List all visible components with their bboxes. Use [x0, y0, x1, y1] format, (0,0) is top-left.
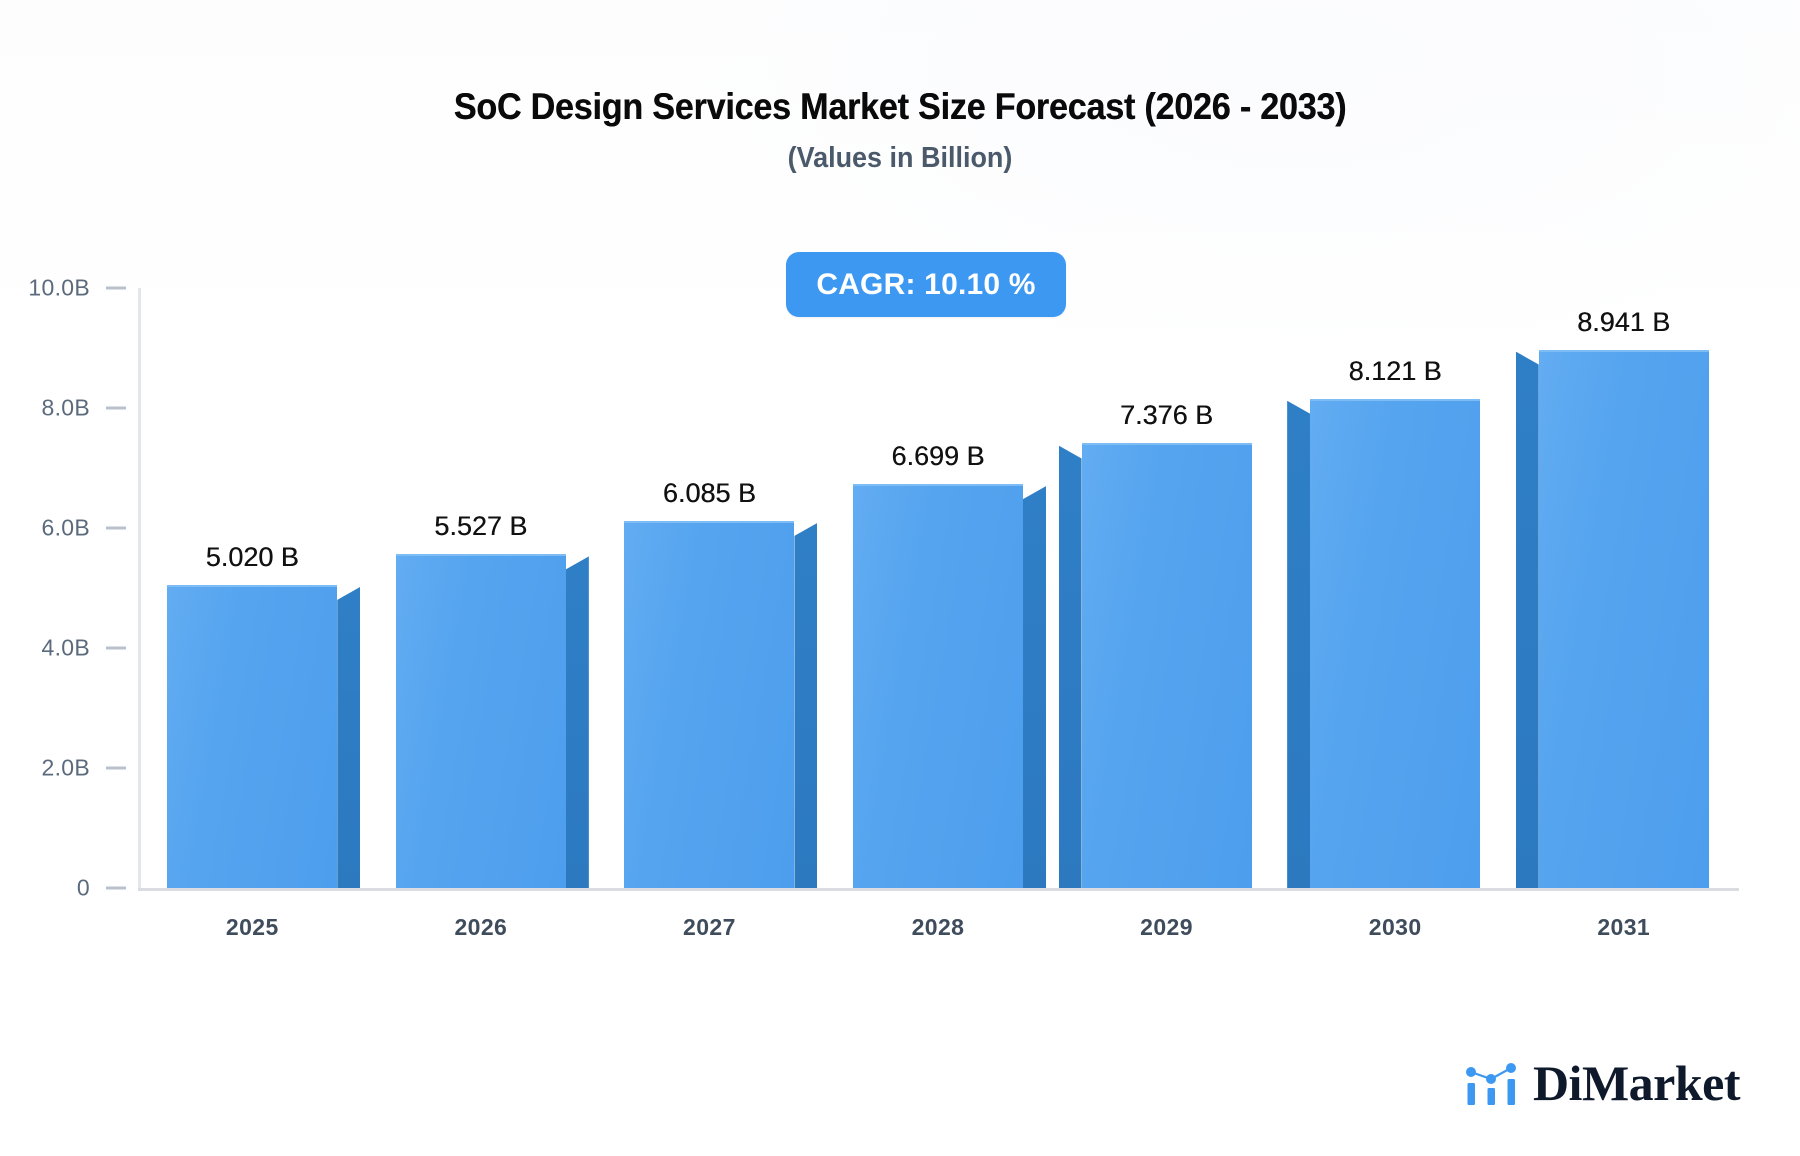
y-axis-tick-label: 10.0B: [28, 274, 90, 301]
bar-column[interactable]: 7.376 B 2029: [1058, 400, 1252, 940]
plot-area: 0 2.0B 4.0B 6.0B 8.0B 10.0B 5.020 B 2025 5.527 …: [28, 275, 1739, 940]
y-axis-tick-label: 2.0B: [41, 754, 90, 781]
y-axis-tick-label: 6.0B: [41, 514, 90, 541]
x-axis-tick-label: 2027: [683, 914, 736, 940]
y-axis-tick-mark: [106, 406, 126, 410]
bar-front-face: [1310, 398, 1481, 888]
bar-column[interactable]: 5.527 B 2026: [395, 511, 589, 940]
bar-3d-body: [1515, 349, 1709, 888]
bar-side-face: [1287, 400, 1311, 888]
bar-series: 5.020 B 2025 5.527 B 2026 6.085 B 2027 6.699 B…: [138, 288, 1738, 940]
brand-name: DiMarket: [1532, 1055, 1741, 1111]
y-axis-tick-label: 4.0B: [41, 634, 90, 661]
bar-front-face: [1081, 443, 1252, 888]
bar-value-label: 7.376 B: [1120, 400, 1214, 431]
bar-column[interactable]: 6.085 B 2027: [624, 478, 818, 940]
y-axis-tick-mark: [106, 646, 126, 650]
bar-side-face: [1023, 486, 1046, 888]
bar-front-face: [624, 520, 795, 888]
bar-value-label: 8.941 B: [1577, 306, 1671, 337]
y-axis-tick-mark: [106, 766, 126, 770]
bar-3d-body: [1287, 398, 1481, 888]
bar-value-label: 5.020 B: [205, 541, 299, 572]
bar-3d-body: [853, 484, 1046, 888]
bar-column[interactable]: 6.699 B 2028: [853, 441, 1046, 940]
bar-3d-body: [1058, 443, 1252, 888]
brand-logo: DiMarket: [1465, 1055, 1741, 1111]
bar-side-face: [337, 586, 361, 888]
bar-3d-body: [167, 584, 361, 888]
bar-side-face: [1058, 445, 1082, 888]
bar-side-face: [1515, 351, 1539, 888]
bar-value-label: 6.085 B: [662, 477, 756, 508]
y-axis-tick: 8.0B: [41, 395, 138, 422]
bar-side-face: [565, 556, 589, 888]
y-axis-tick-mark: [106, 526, 126, 530]
y-axis-tick: 10.0B: [28, 275, 138, 302]
y-axis-tick: 0: [77, 875, 138, 902]
x-axis-tick-label: 2030: [1368, 914, 1422, 940]
y-axis-tick-label: 8.0B: [41, 394, 90, 421]
y-axis-line: [138, 288, 141, 888]
cagr-badge: CAGR: 10.10 %: [786, 252, 1066, 317]
x-axis-tick-label: 2028: [911, 914, 965, 940]
y-axis-tick: 2.0B: [41, 755, 138, 782]
y-axis-tick: 4.0B: [41, 635, 138, 662]
x-axis-tick-label: 2031: [1597, 914, 1651, 940]
chart-subtitle: (Values in Billion): [787, 142, 1013, 174]
bar-side-face: [794, 522, 818, 888]
x-axis-tick-label: 2025: [225, 914, 279, 940]
bar-column[interactable]: 8.121 B 2030: [1287, 356, 1481, 940]
bar-front-face: [167, 584, 338, 888]
bar-chart-icon: [1465, 1063, 1516, 1105]
chart-title: SoC Design Services Market Size Forecast…: [453, 86, 1347, 127]
x-axis-line: [138, 888, 1739, 891]
bar-3d-body: [624, 520, 818, 888]
y-axis-tick: 6.0B: [41, 515, 138, 542]
x-axis-tick-label: 2029: [1140, 914, 1193, 940]
bar-value-label: 5.527 B: [434, 511, 528, 542]
y-axis-tick-label: 0: [76, 874, 90, 901]
bar-front-face: [395, 554, 566, 888]
bar-3d-body: [395, 554, 589, 888]
bar-value-label: 6.699 B: [891, 441, 985, 472]
bar-column[interactable]: 8.941 B 2031: [1515, 307, 1709, 940]
x-axis-tick-label: 2026: [454, 914, 508, 940]
chart-header: SoC Design Services Market Size Forecast…: [0, 86, 1800, 175]
bar-front-face: [853, 484, 1023, 888]
y-axis-tick-mark: [106, 886, 126, 890]
bar-front-face: [1538, 349, 1709, 888]
y-axis-tick-mark: [106, 286, 126, 290]
bar-value-label: 8.121 B: [1348, 355, 1442, 386]
bar-column[interactable]: 5.020 B 2025: [167, 542, 361, 940]
